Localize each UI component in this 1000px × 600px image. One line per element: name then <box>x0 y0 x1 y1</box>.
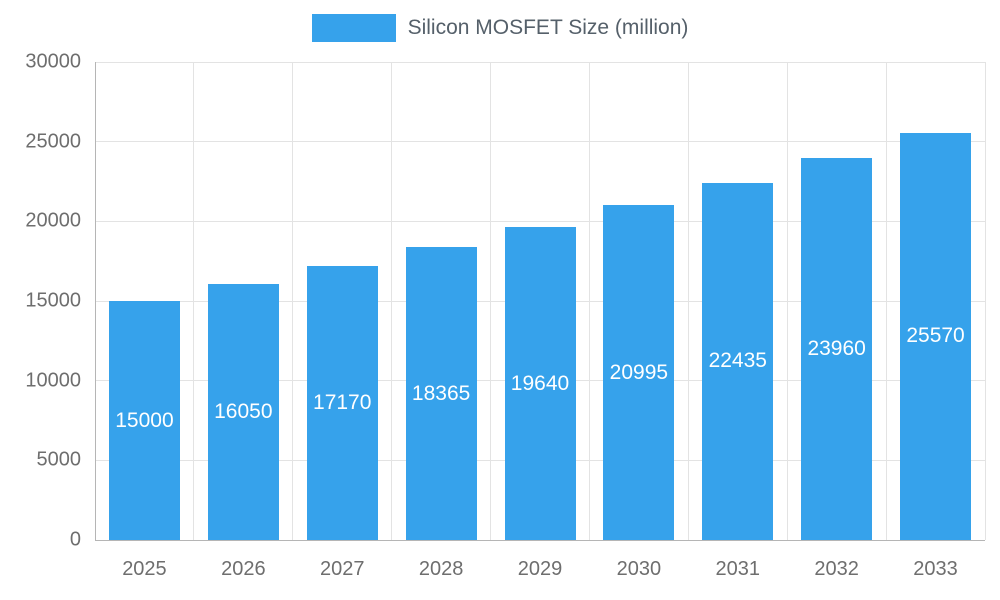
x-axis-tick-label: 2026 <box>221 558 266 580</box>
gridline-horizontal <box>95 141 985 143</box>
gridline-horizontal <box>95 220 985 222</box>
x-axis-tick-label: 2029 <box>517 558 563 580</box>
x-axis-tick-label: 2031 <box>715 558 761 580</box>
bar[interactable] <box>504 227 576 540</box>
x-axis-tick-label: 2033 <box>913 558 958 580</box>
x-axis-tick-label: 2030 <box>616 558 662 580</box>
bar[interactable] <box>801 158 873 540</box>
bar-value-label: 23960 <box>807 337 866 361</box>
bar[interactable] <box>207 284 279 540</box>
gridline-vertical <box>391 62 393 540</box>
bar[interactable] <box>108 301 180 540</box>
bar[interactable] <box>306 266 378 540</box>
gridline-vertical <box>588 62 590 540</box>
bar-value-label: 18365 <box>411 381 471 405</box>
gridline-vertical <box>193 62 195 540</box>
y-axis-tick-label: 10000 <box>25 369 81 392</box>
y-axis-tick-label: 20000 <box>25 209 81 232</box>
gridline-horizontal <box>95 61 985 63</box>
x-axis-tick-label: 2032 <box>814 558 859 580</box>
bar-value-label: 16050 <box>214 400 273 424</box>
bar[interactable] <box>405 247 477 540</box>
y-axis-line <box>94 62 96 540</box>
bar[interactable] <box>603 205 675 540</box>
y-axis-tick-label: 30000 <box>25 50 81 73</box>
legend-swatch <box>311 14 396 42</box>
y-axis-tick-label: 5000 <box>36 448 82 471</box>
y-axis-tick-label: 15000 <box>25 289 81 312</box>
x-axis-tick-label: 2028 <box>418 558 464 580</box>
gridline-vertical <box>786 62 788 540</box>
chart-legend[interactable]: Silicon MOSFET Size (million) <box>0 14 1000 42</box>
legend-label: Silicon MOSFET Size (million) <box>407 16 689 39</box>
gridline-vertical <box>490 62 492 540</box>
x-axis-line <box>95 539 985 541</box>
gridline-vertical <box>687 62 689 540</box>
gridline-vertical <box>292 62 294 540</box>
bar[interactable] <box>702 182 774 540</box>
gridline-vertical <box>885 62 887 540</box>
gridline-vertical <box>984 62 986 540</box>
bar[interactable] <box>900 132 972 540</box>
bar-value-label: 19640 <box>510 371 570 395</box>
bar-value-label: 22435 <box>708 349 767 373</box>
y-axis-tick-label: 0 <box>69 528 81 551</box>
bar-value-label: 17170 <box>313 391 372 415</box>
bar-value-label: 20995 <box>609 360 669 384</box>
bar-value-label: 25570 <box>906 324 965 348</box>
x-axis-tick-label: 2025 <box>122 558 167 580</box>
bar-value-label: 15000 <box>115 408 174 432</box>
y-axis-tick-label: 25000 <box>25 130 81 153</box>
x-axis-tick-label: 2027 <box>319 558 365 580</box>
